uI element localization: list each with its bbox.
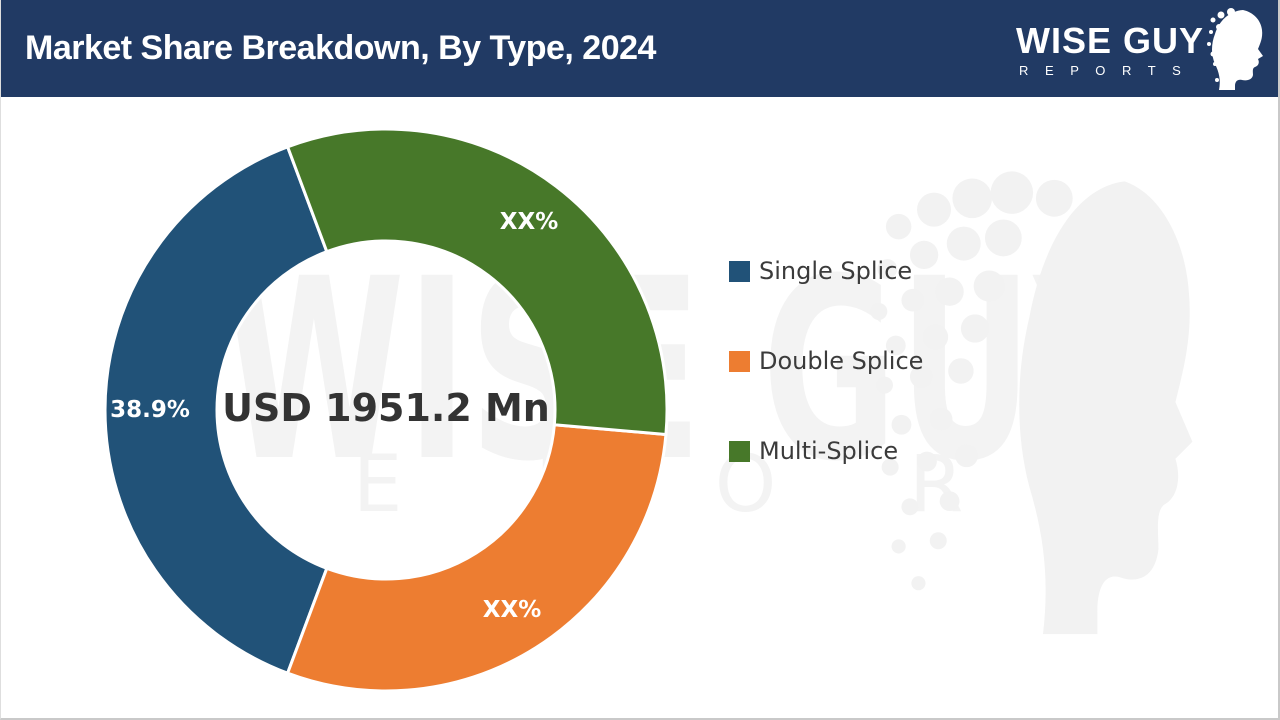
legend-swatch-single-splice xyxy=(729,260,750,282)
wise-guy-logo: WISE GUY R E P O R T S xyxy=(1016,8,1264,92)
legend-item-multi-splice: Multi-Splice xyxy=(729,436,923,466)
logo-reports-text: R E P O R T S xyxy=(1018,63,1188,78)
header-bar: Market Share Breakdown, By Type, 2024 WI… xyxy=(1,0,1278,97)
donut-segment-double-splice xyxy=(285,423,668,693)
legend: Single Splice Double Splice Multi-Splice xyxy=(729,256,923,526)
donut-segment-multi-splice xyxy=(285,127,669,437)
donut-svg xyxy=(103,127,669,693)
logo-text: WISE GUY R E P O R T S xyxy=(1015,20,1204,79)
logo-face-icon xyxy=(1207,8,1263,90)
legend-item-single-splice: Single Splice xyxy=(729,256,923,286)
page-title: Market Share Breakdown, By Type, 2024 xyxy=(25,29,656,67)
logo-wordmark: WISE GUY xyxy=(1015,20,1204,61)
segment-value-double-splice: XX% xyxy=(482,597,542,623)
legend-label: Single Splice xyxy=(759,257,913,285)
donut-segment-single-splice xyxy=(103,144,329,676)
legend-label: Multi-Splice xyxy=(759,437,899,465)
legend-swatch-double-splice xyxy=(729,350,750,372)
segment-value-single-splice: 38.9% xyxy=(110,397,190,423)
legend-item-double-splice: Double Splice xyxy=(729,346,923,376)
center-value: USD 1951.2 Mn xyxy=(222,386,550,430)
segment-value-multi-splice: XX% xyxy=(499,209,559,235)
legend-swatch-multi-splice xyxy=(729,440,750,462)
legend-label: Double Splice xyxy=(759,347,924,375)
